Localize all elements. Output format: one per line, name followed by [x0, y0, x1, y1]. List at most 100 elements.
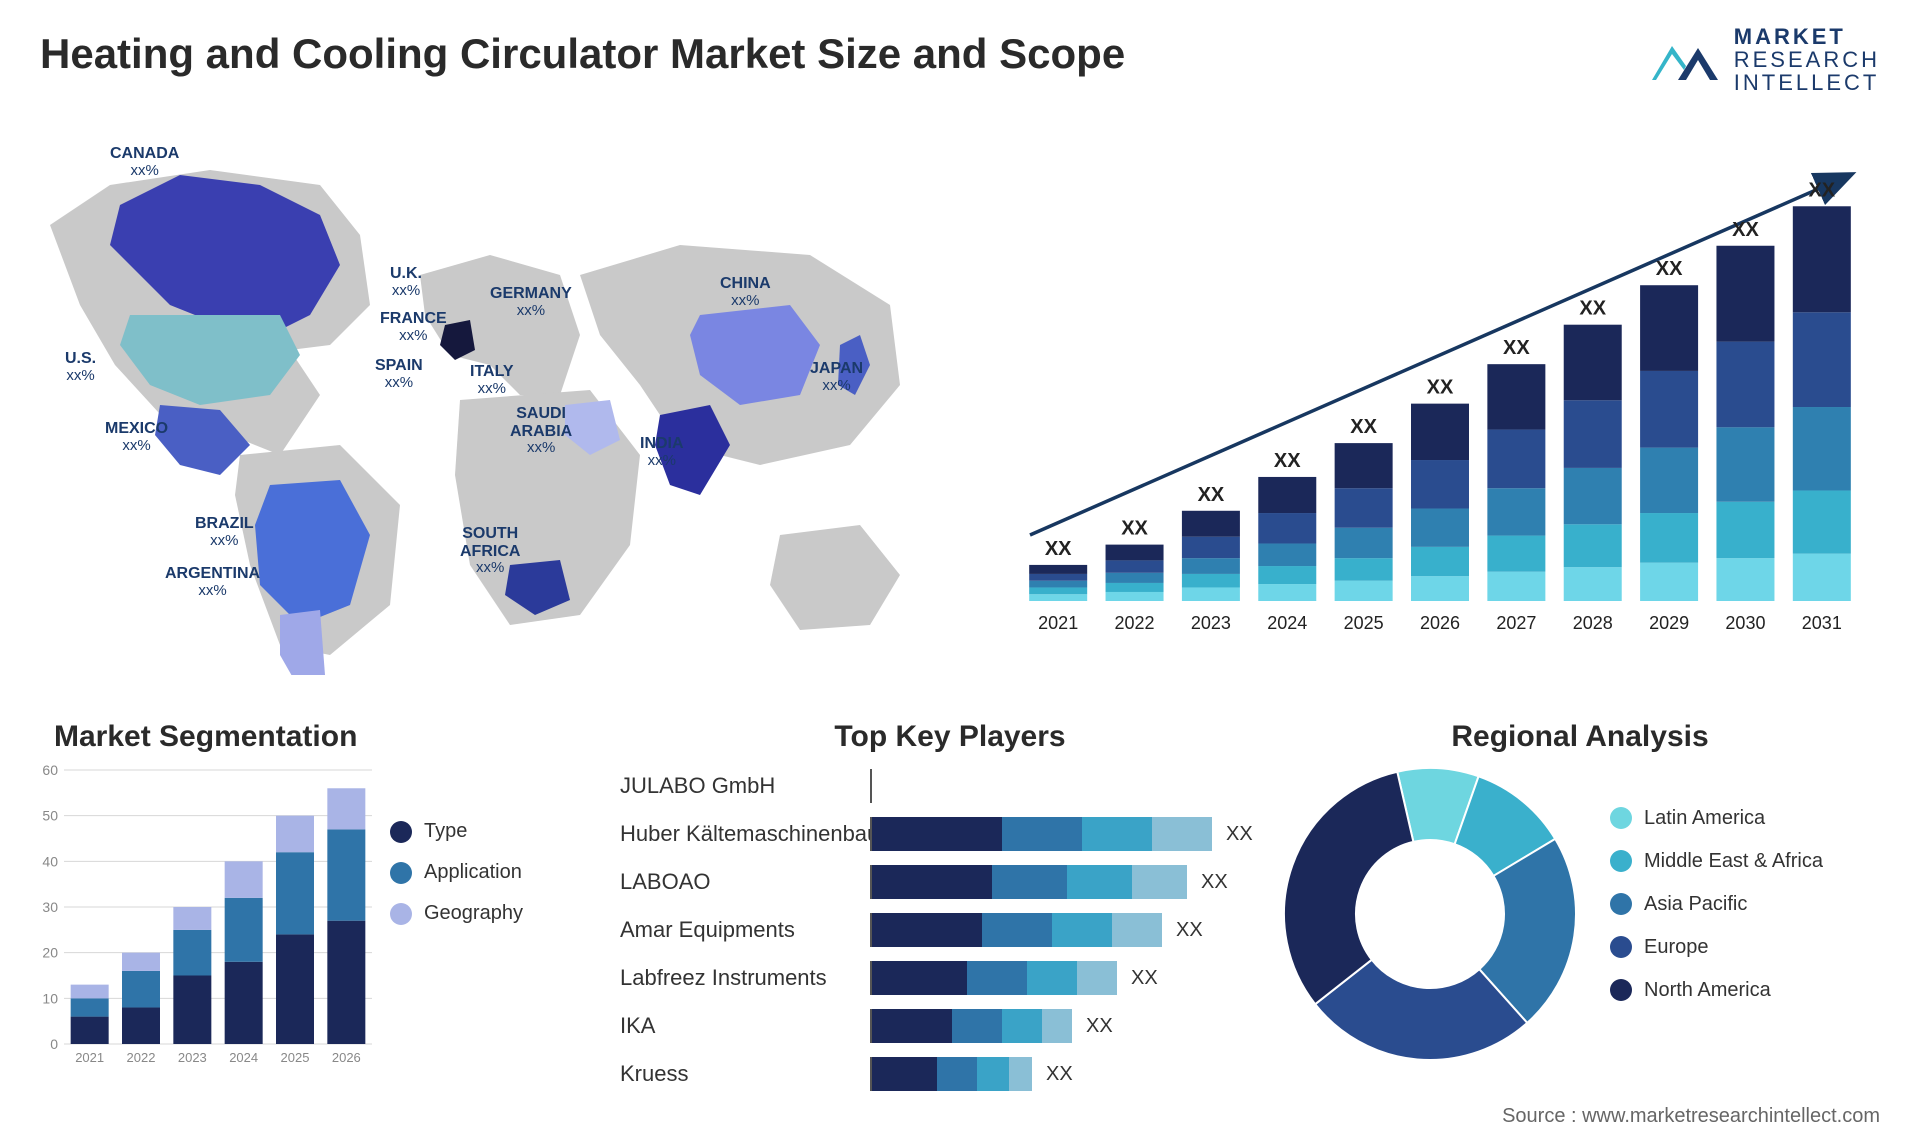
map-label: SAUDIARABIAxx%: [510, 405, 572, 457]
bar-segment: [1182, 574, 1240, 588]
logo-line3: INTELLECT: [1734, 71, 1880, 94]
seg-category-label: 2022: [127, 1050, 156, 1065]
seg-bar-segment: [71, 985, 109, 999]
bar-segment: [1716, 342, 1774, 428]
seg-bar-segment: [173, 907, 211, 930]
legend-label: Europe: [1644, 936, 1709, 959]
bar-value-label: XX: [1198, 484, 1225, 506]
legend-item: North America: [1610, 979, 1823, 1002]
player-bar-segment: [1052, 913, 1112, 947]
bar-segment: [1793, 312, 1851, 407]
map-label: U.S.xx%: [65, 350, 96, 384]
bar-segment: [1182, 537, 1240, 558]
world-map-svg: [20, 135, 940, 675]
bar-category-label: 2031: [1802, 613, 1842, 633]
bar-segment: [1487, 572, 1545, 601]
player-bar-segment: [872, 865, 992, 899]
player-bar-area: XX: [870, 1009, 1280, 1043]
bar-segment: [1029, 565, 1087, 574]
bar-value-label: XX: [1350, 416, 1377, 438]
legend-item: Middle East & Africa: [1610, 850, 1823, 873]
player-name: Kruess: [620, 1061, 870, 1087]
bar-segment: [1258, 543, 1316, 566]
map-label: ARGENTINAxx%: [165, 565, 260, 599]
map-label: BRAZILxx%: [195, 515, 254, 549]
player-bar-area: XX: [870, 865, 1280, 899]
bar-segment: [1335, 558, 1393, 581]
player-bar-segment: [872, 1057, 937, 1091]
legend-label: Middle East & Africa: [1644, 850, 1823, 873]
y-tick-label: 30: [42, 899, 58, 915]
y-tick-label: 50: [42, 808, 58, 824]
bar-segment: [1258, 566, 1316, 584]
player-row: LABOAOXX: [620, 858, 1280, 906]
legend-swatch: [390, 821, 412, 843]
legend-swatch: [1610, 807, 1632, 829]
player-name: LABOAO: [620, 869, 870, 895]
player-row: Amar EquipmentsXX: [620, 906, 1280, 954]
seg-category-label: 2024: [229, 1050, 258, 1065]
bar-segment: [1258, 584, 1316, 601]
legend-label: Asia Pacific: [1644, 893, 1747, 916]
map-region-argentina: [280, 610, 325, 675]
bar-segment: [1564, 524, 1622, 567]
player-bar-segment: [1077, 961, 1117, 995]
player-row: JULABO GmbH: [620, 762, 1280, 810]
seg-bar-segment: [225, 898, 263, 962]
bar-segment: [1487, 536, 1545, 572]
player-bar-segment: [992, 865, 1067, 899]
bar-segment: [1564, 325, 1622, 401]
bar-value-label: XX: [1274, 450, 1301, 472]
player-bar-segment: [1112, 913, 1162, 947]
player-bar: [872, 817, 1212, 851]
legend-label: North America: [1644, 979, 1771, 1002]
seg-bar-segment: [327, 921, 365, 1044]
seg-bar-segment: [122, 953, 160, 971]
legend-swatch: [1610, 893, 1632, 915]
bar-segment: [1106, 560, 1164, 572]
player-bar: [872, 961, 1117, 995]
bar-category-label: 2027: [1496, 613, 1536, 633]
bar-segment: [1487, 488, 1545, 535]
map-label: GERMANYxx%: [490, 285, 572, 319]
regional-legend: Latin America Middle East & Africa Asia Pa…: [1610, 807, 1823, 1022]
legend-item: Application: [390, 861, 523, 884]
bar-segment: [1640, 448, 1698, 513]
bar-segment: [1258, 513, 1316, 543]
map-label: U.K.xx%: [390, 265, 422, 299]
bar-segment: [1335, 581, 1393, 601]
bar-segment: [1640, 513, 1698, 563]
bar-segment: [1640, 371, 1698, 448]
seg-bar-segment: [276, 852, 314, 934]
bar-segment: [1640, 563, 1698, 601]
player-bar-area: XX: [870, 961, 1280, 995]
player-bar: [872, 1009, 1072, 1043]
player-name: Huber Kältemaschinenbau: [620, 821, 870, 847]
player-bar-segment: [1132, 865, 1187, 899]
y-tick-label: 40: [42, 853, 58, 869]
legend-swatch: [1610, 979, 1632, 1001]
seg-bar-segment: [122, 971, 160, 1008]
player-value: XX: [1176, 919, 1203, 942]
bar-segment: [1029, 587, 1087, 594]
players-title: Top Key Players: [620, 720, 1280, 754]
bar-segment: [1716, 427, 1774, 501]
legend-item: Latin America: [1610, 807, 1823, 830]
player-bar-segment: [1082, 817, 1152, 851]
bar-segment: [1487, 430, 1545, 489]
player-bar-segment: [1067, 865, 1132, 899]
player-bar-segment: [982, 913, 1052, 947]
bar-segment: [1106, 573, 1164, 583]
logo-mark-icon: [1652, 30, 1722, 90]
seg-bar-segment: [225, 962, 263, 1044]
player-bar-segment: [937, 1057, 977, 1091]
player-name: IKA: [620, 1013, 870, 1039]
bar-category-label: 2030: [1725, 613, 1765, 633]
player-bar-segment: [952, 1009, 1002, 1043]
world-map: CANADAxx%U.S.xx%MEXICOxx%BRAZILxx%ARGENT…: [20, 135, 940, 675]
bar-value-label: XX: [1808, 179, 1835, 201]
legend-label: Application: [424, 861, 522, 884]
bar-segment: [1411, 460, 1469, 508]
player-bar-segment: [1027, 961, 1077, 995]
bar-segment: [1487, 364, 1545, 429]
